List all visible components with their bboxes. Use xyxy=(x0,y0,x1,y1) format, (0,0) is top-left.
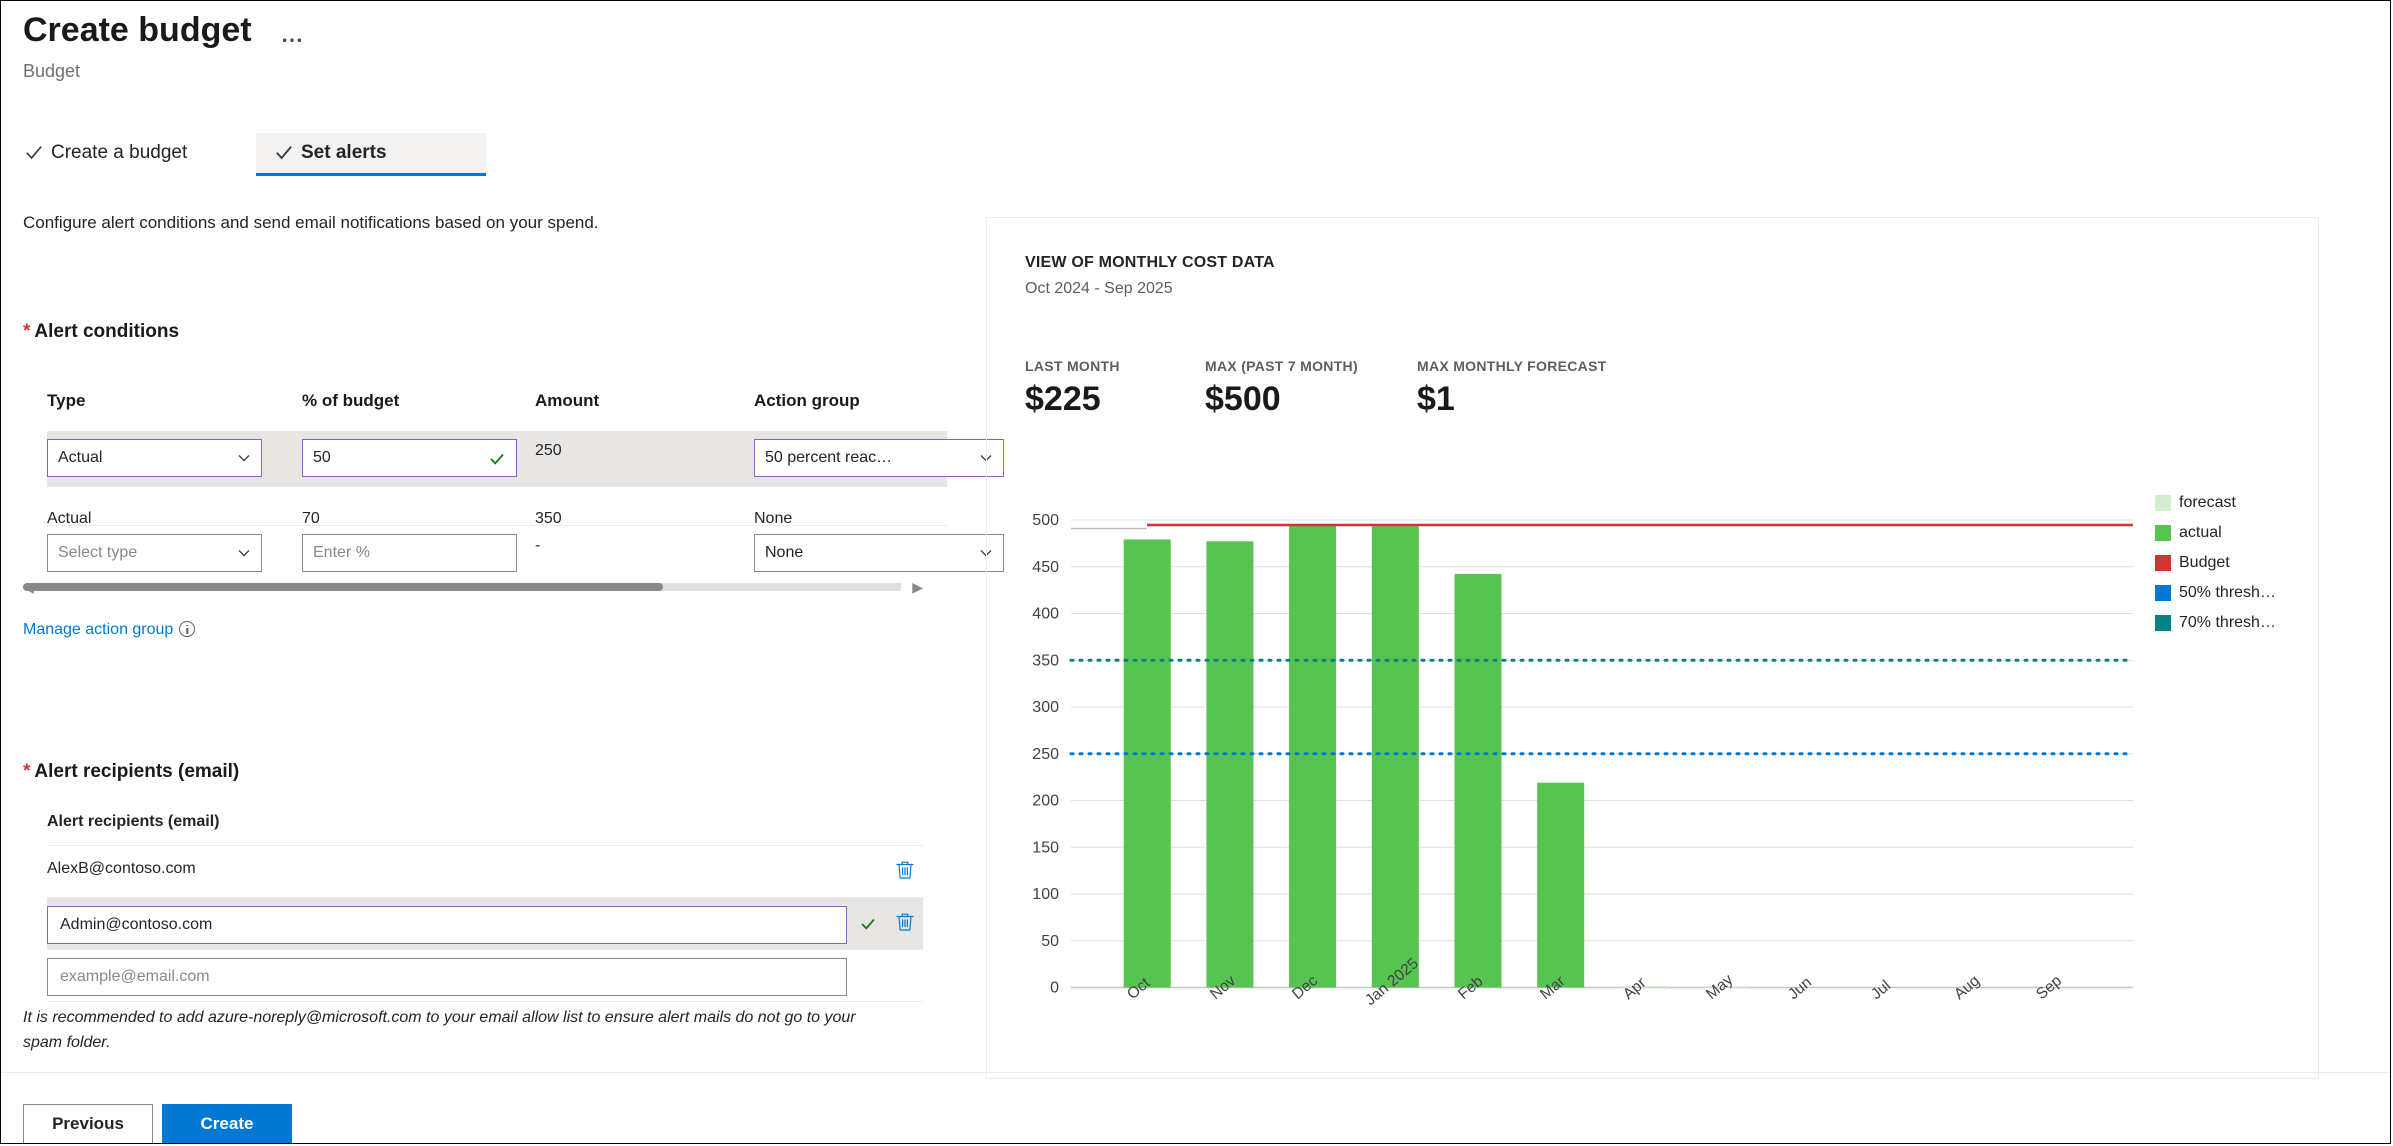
svg-text:500: 500 xyxy=(1032,512,1059,529)
svg-text:300: 300 xyxy=(1032,699,1059,716)
svg-text:150: 150 xyxy=(1032,839,1059,856)
svg-text:100: 100 xyxy=(1032,886,1059,903)
svg-text:50: 50 xyxy=(1041,933,1059,950)
svg-text:350: 350 xyxy=(1032,652,1059,669)
svg-text:250: 250 xyxy=(1032,746,1059,763)
svg-text:400: 400 xyxy=(1032,606,1059,623)
svg-text:0: 0 xyxy=(1050,980,1059,997)
svg-text:200: 200 xyxy=(1032,793,1059,810)
svg-text:450: 450 xyxy=(1032,559,1059,576)
